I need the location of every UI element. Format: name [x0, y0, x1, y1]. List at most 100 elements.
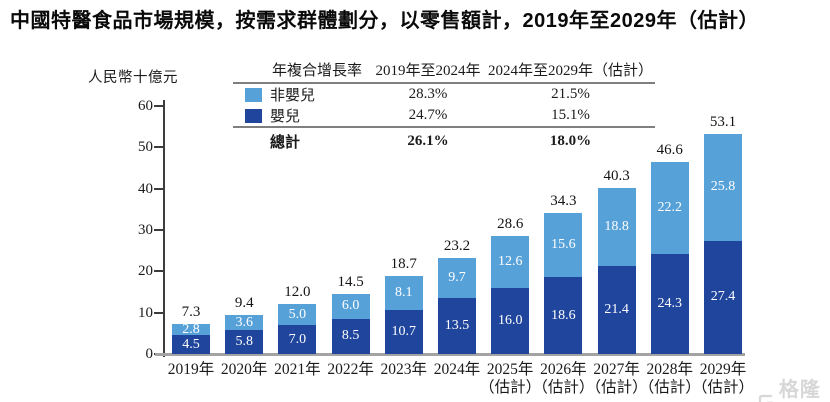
x-axis-category-label: 2026年 （估計） — [532, 361, 595, 396]
legend-label-non-infant: 非嬰兒 — [270, 88, 316, 104]
bar-value-label-infant: 18.6 — [551, 307, 576, 323]
bar-value-label-non-infant: 9.7 — [448, 270, 466, 286]
x-axis-category-label: 2022年 — [327, 361, 374, 378]
cagr-table-header: 年複合增長率 2019年至2024年 2024年至2029年（估計） — [233, 57, 655, 82]
bar-value-label-infant: 21.4 — [604, 301, 629, 317]
bar-segment-infant — [544, 277, 583, 354]
bar-value-label-infant: 27.4 — [710, 289, 736, 305]
y-axis-tick — [154, 270, 163, 273]
x-axis-category-label: 2029年 （估計） — [691, 361, 754, 396]
bar-segment-non-infant — [650, 161, 689, 254]
watermark-text: 格隆汇 — [778, 379, 821, 401]
cagr-value-non-infant-1924: 28.3% — [408, 86, 448, 102]
bar-segment-infant — [491, 287, 530, 354]
bar-value-label-non-infant: 3.6 — [235, 314, 253, 330]
x-axis-category-label: 2020年 — [220, 361, 268, 378]
bar-segment-infant — [278, 325, 317, 354]
y-axis-tick-label: 20 — [138, 263, 153, 280]
bar-value-label-non-infant: 5.0 — [288, 306, 307, 322]
cagr-total-label: 總計 — [270, 134, 301, 151]
cagr-header-2019-2024: 2019年至2024年 — [375, 63, 481, 79]
bar-value-label-non-infant: 2.8 — [182, 321, 200, 337]
bar-segment-non-infant — [544, 212, 583, 278]
bar-value-label-non-infant: 15.6 — [551, 236, 576, 252]
legend-swatch-infant — [245, 108, 262, 123]
bar-value-label-infant: 13.5 — [444, 318, 470, 334]
bar-segment-infant — [597, 265, 636, 354]
bar-value-label-infant: 4.5 — [182, 336, 200, 352]
bar-total-label: 40.3 — [603, 167, 630, 184]
x-axis-category-label: 2021年 — [274, 361, 321, 378]
bar-total-label: 14.5 — [337, 274, 364, 291]
bar-segment-non-infant — [172, 323, 210, 336]
y-axis-tick-label: 60 — [138, 98, 153, 114]
x-axis-category-label: 2028年 （估計） — [638, 361, 701, 396]
y-axis-tick-label: 0 — [145, 346, 154, 362]
y-axis-tick — [154, 105, 163, 107]
legend-swatch-non-infant — [245, 87, 262, 102]
x-axis-line — [155, 353, 745, 356]
y-axis-tick — [154, 229, 163, 231]
bar-segment-infant — [172, 335, 210, 354]
cagr-table-rule-bottom — [233, 126, 655, 128]
bar-value-label-infant: 10.7 — [391, 323, 417, 339]
bar-total-label: 28.6 — [497, 215, 524, 232]
bar-value-label-infant: 16.0 — [497, 312, 523, 328]
bar-value-label-non-infant: 22.2 — [657, 199, 683, 215]
bar-segment-non-infant — [597, 187, 636, 266]
bar-total-label: 53.1 — [709, 114, 737, 131]
y-axis-tick — [154, 187, 163, 190]
x-axis-category-label: 2025年 （估計） — [479, 361, 542, 396]
bar-segment-infant — [438, 298, 476, 354]
y-axis-tick-label: 50 — [138, 139, 153, 156]
bar-segment-non-infant — [438, 258, 476, 299]
cagr-row-total: 總計 26.1% 18.0% — [233, 128, 655, 154]
bar-total-label: 18.7 — [390, 256, 417, 273]
x-axis-category-label: 2027年 （估計） — [585, 361, 648, 396]
bar-total-label: 12.0 — [284, 284, 311, 301]
bar-segment-infant — [225, 330, 264, 354]
y-axis-tick — [154, 311, 163, 314]
legend-label-infant: 嬰兒 — [270, 109, 301, 125]
bar-segment-infant — [704, 240, 742, 354]
y-axis-tick-label: 30 — [138, 222, 153, 238]
bar-value-label-non-infant: 25.8 — [710, 179, 736, 195]
x-axis-category-label: 2023年 — [380, 361, 428, 378]
cagr-row-infant: 嬰兒 24.7% 15.1% — [233, 105, 655, 126]
watermark: 格隆汇 — [757, 373, 830, 402]
bar-total-label: 7.3 — [181, 303, 201, 320]
y-axis-unit-label: 人民幣十億元 — [88, 70, 178, 86]
y-axis-tick-label: 10 — [138, 304, 153, 321]
cagr-table-rule-top — [233, 82, 655, 84]
bar-total-label: 9.4 — [234, 295, 254, 312]
bar-value-label-infant: 7.0 — [288, 331, 307, 347]
cagr-value-infant-1924: 24.7% — [408, 107, 448, 123]
bar-value-label-infant: 8.5 — [341, 328, 360, 344]
y-axis-line — [163, 100, 165, 357]
cagr-total-1924: 26.1% — [407, 132, 449, 149]
cagr-header-2024-2029: 2024年至2029年（估計） — [487, 63, 653, 79]
bar-segment-non-infant — [384, 276, 423, 310]
x-axis-category-label: 2024年 — [433, 361, 481, 378]
bar-segment-non-infant — [278, 304, 317, 326]
bar-total-label: 34.3 — [550, 192, 577, 209]
y-axis-tick-label: 40 — [138, 180, 153, 197]
cagr-value-infant-2429: 15.1% — [551, 107, 590, 123]
bar-value-label-infant: 5.8 — [235, 334, 253, 349]
bar-value-label-non-infant: 18.8 — [604, 218, 629, 234]
cagr-value-non-infant-2429: 21.5% — [551, 86, 590, 102]
bar-segment-infant — [650, 253, 689, 354]
y-axis-tick — [154, 146, 163, 149]
bar-total-label: 23.2 — [443, 238, 471, 255]
chart-title: 中國特醫食品市場規模，按需求群體劃分，以零售額計，2019年至2029年（估計） — [10, 10, 759, 32]
gelonghui-logo-icon — [758, 394, 773, 402]
cagr-table: 年複合增長率 2019年至2024年 2024年至2029年（估計） 非嬰兒 2… — [233, 57, 655, 154]
bar-segment-infant — [331, 318, 370, 354]
x-axis-category-label: 2019年 — [167, 361, 215, 378]
bar-segment-non-infant — [331, 294, 370, 319]
cagr-row-non-infant: 非嬰兒 28.3% 21.5% — [233, 84, 655, 105]
cagr-total-2429: 18.0% — [549, 132, 592, 149]
bar-segment-infant — [384, 309, 423, 354]
